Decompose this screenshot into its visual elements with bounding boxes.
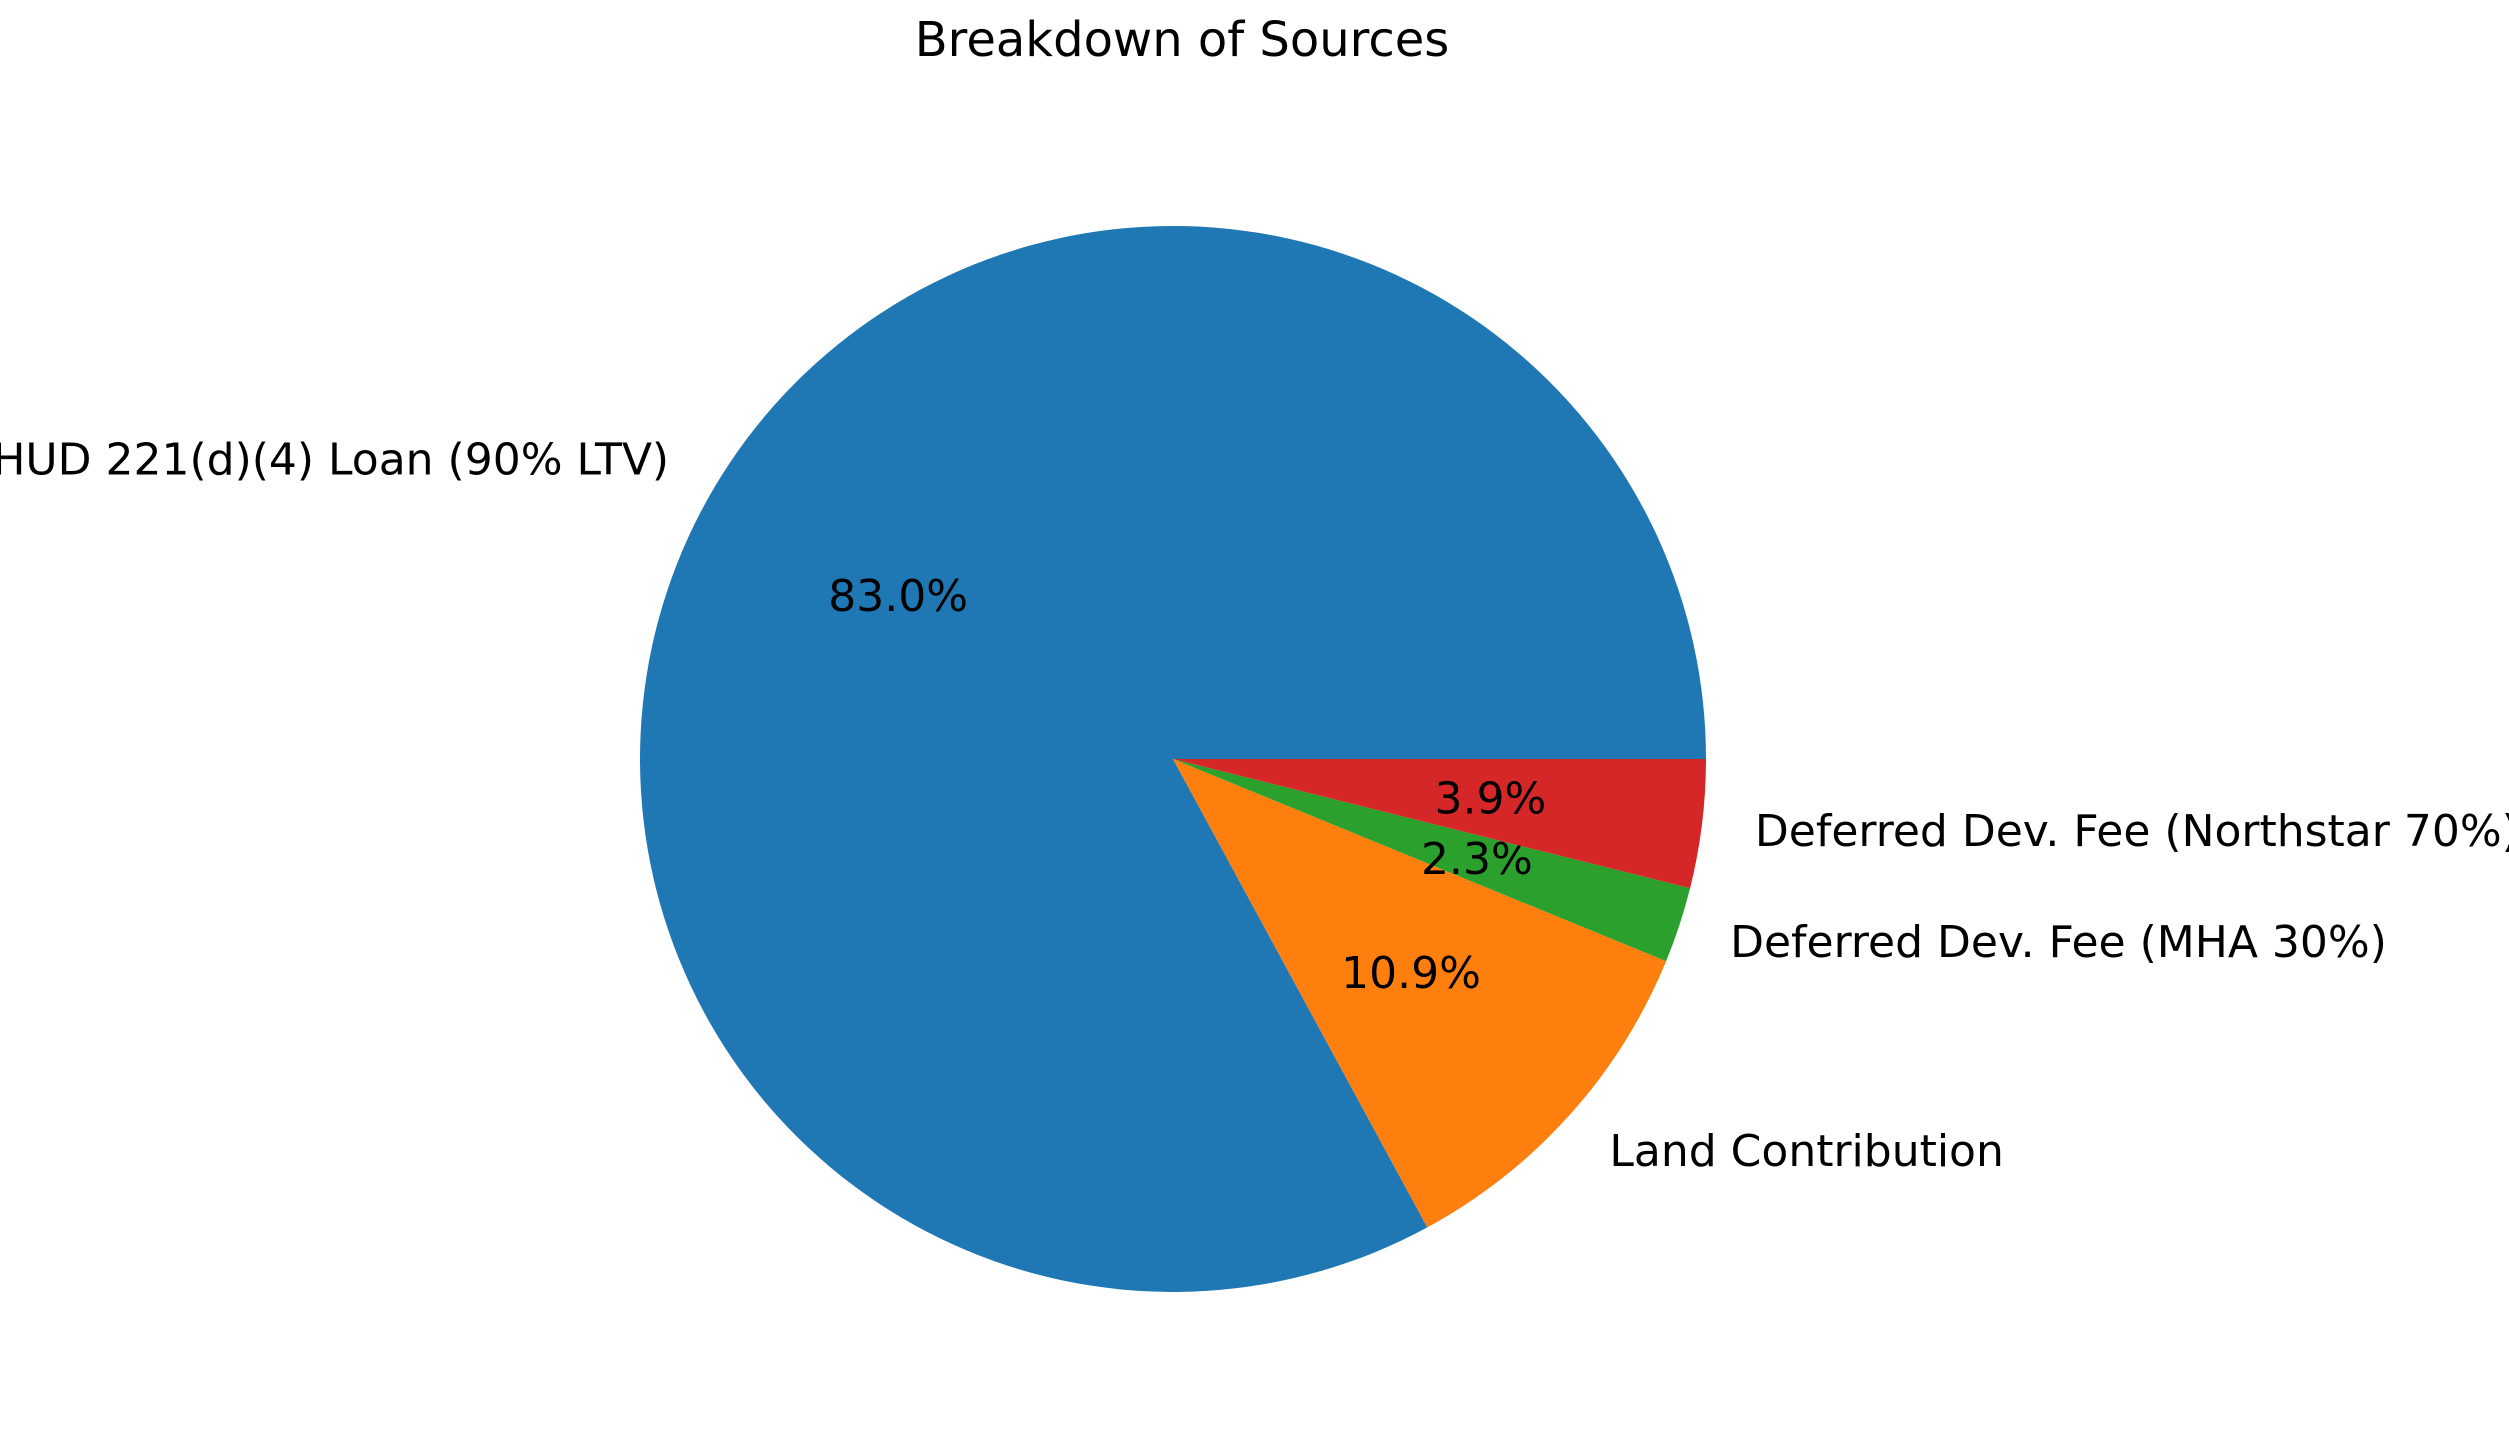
slice-label-1: Land Contribution [1609, 1126, 2003, 1177]
slice-pct-label-3: 3.9% [1435, 773, 1547, 824]
chart-title: Breakdown of Sources [914, 12, 1450, 68]
slice-label-2: Deferred Dev. Fee (MHA 30%) [1730, 917, 2387, 968]
slice-pct-label-0: 83.0% [828, 571, 968, 622]
slice-label-3: Deferred Dev. Fee (Northstar 70%) [1755, 806, 2509, 857]
pie-slice-3 [1173, 759, 1706, 889]
slice-pct-label-1: 10.9% [1341, 948, 1481, 999]
pie-slice-2 [1173, 759, 1691, 962]
pie-slice-1 [1173, 759, 1667, 1228]
slice-label-0: HUD 221(d)(4) Loan (90% LTV) [0, 435, 669, 486]
pie-slice-0 [639, 225, 1706, 1292]
